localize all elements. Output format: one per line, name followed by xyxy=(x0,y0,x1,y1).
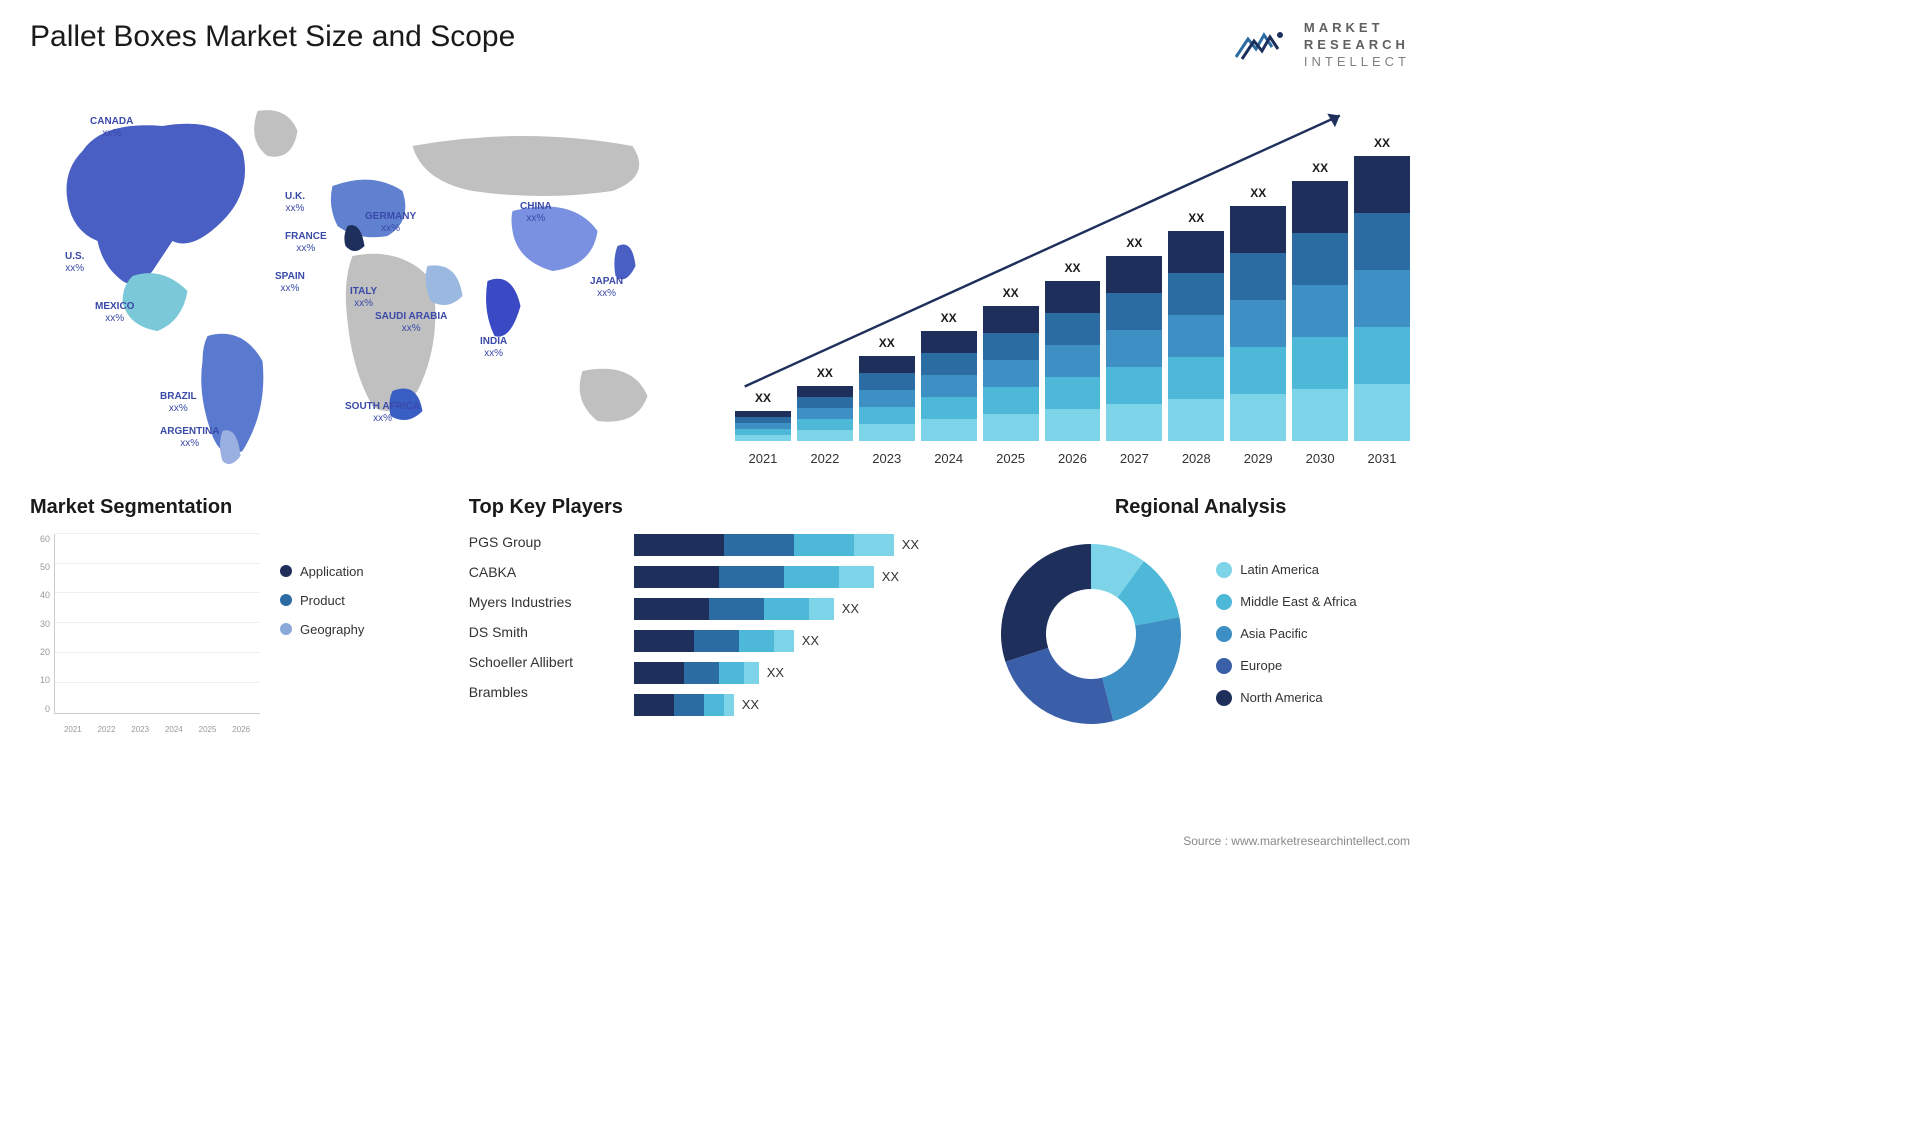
growth-bar-2021: XX xyxy=(735,411,791,441)
page-title: Pallet Boxes Market Size and Scope xyxy=(30,20,515,54)
map-label-u-k-: U.K.xx% xyxy=(285,191,305,215)
growth-xlabel: 2029 xyxy=(1230,451,1286,466)
seg-legend-item: Geography xyxy=(280,622,364,637)
segmentation-title: Market Segmentation xyxy=(30,496,449,519)
region-legend-item: Middle East & Africa xyxy=(1216,594,1356,610)
player-name: Schoeller Allibert xyxy=(469,654,619,670)
segmentation-chart: 0102030405060 202120222023202420252026 xyxy=(30,534,260,734)
donut-slice-north-america xyxy=(1001,544,1091,662)
map-label-italy: ITALYxx% xyxy=(350,286,377,310)
growth-bar-2031: XX xyxy=(1354,156,1410,441)
growth-xlabel: 2026 xyxy=(1045,451,1101,466)
growth-xlabel: 2021 xyxy=(735,451,791,466)
growth-xlabel: 2024 xyxy=(921,451,977,466)
map-label-mexico: MEXICOxx% xyxy=(95,301,134,325)
region-legend-item: Latin America xyxy=(1216,562,1356,578)
growth-bar-2027: XX xyxy=(1106,256,1162,441)
growth-bar-2029: XX xyxy=(1230,206,1286,441)
top-row: CANADAxx% U.S.xx% MEXICOxx% BRAZILxx% ARGENT… xyxy=(30,91,1410,471)
regional-title: Regional Analysis xyxy=(991,496,1410,519)
growth-bar-2026: XX xyxy=(1045,281,1101,441)
logo: MARKET RESEARCH INTELLECT xyxy=(1234,20,1410,71)
map-label-germany: GERMANYxx% xyxy=(365,211,416,235)
growth-xlabel: 2031 xyxy=(1354,451,1410,466)
map-label-france: FRANCExx% xyxy=(285,231,327,255)
seg-legend-item: Application xyxy=(280,564,364,579)
map-label-u-s-: U.S.xx% xyxy=(65,251,84,275)
segmentation-section: Market Segmentation 0102030405060 202120… xyxy=(30,496,449,734)
player-name: DS Smith xyxy=(469,624,619,640)
player-name: Myers Industries xyxy=(469,594,619,610)
regional-legend: Latin America Middle East & Africa Asia Pa… xyxy=(1216,562,1356,706)
header: Pallet Boxes Market Size and Scope MARKE… xyxy=(30,20,1410,71)
map-label-brazil: BRAZILxx% xyxy=(160,391,197,415)
growth-xlabel: 2025 xyxy=(983,451,1039,466)
growth-xlabel: 2023 xyxy=(859,451,915,466)
map-label-spain: SPAINxx% xyxy=(275,271,305,295)
growth-bar-2023: XX xyxy=(859,356,915,441)
player-bar-row: XX xyxy=(634,662,972,684)
growth-chart: XXXXXXXXXXXXXXXXXXXXXX 20212022202320242… xyxy=(735,91,1410,471)
donut-slice-asia-pacific xyxy=(1102,617,1181,721)
region-legend-item: Europe xyxy=(1216,658,1356,674)
player-bar-row: XX xyxy=(634,566,972,588)
growth-bar-2030: XX xyxy=(1292,181,1348,441)
players-bars: XX XX XX XX XX XX xyxy=(634,534,972,716)
players-section: Top Key Players PGS Group CABKA Myers Indu… xyxy=(469,496,972,734)
map-label-argentina: ARGENTINAxx% xyxy=(160,426,219,450)
player-bar-row: XX xyxy=(634,534,972,556)
region-legend-item: Asia Pacific xyxy=(1216,626,1356,642)
players-names: PGS Group CABKA Myers Industries DS Smith Sc… xyxy=(469,534,619,716)
map-label-japan: JAPANxx% xyxy=(590,276,623,300)
source-text: Source : www.marketresearchintellect.com xyxy=(1183,834,1410,848)
regional-section: Regional Analysis Latin America Middle Ea… xyxy=(991,496,1410,734)
growth-xlabel: 2027 xyxy=(1106,451,1162,466)
player-bar-row: XX xyxy=(634,598,972,620)
player-bar-row: XX xyxy=(634,694,972,716)
bottom-row: Market Segmentation 0102030405060 202120… xyxy=(30,496,1410,734)
player-name: Brambles xyxy=(469,684,619,700)
growth-bar-2022: XX xyxy=(797,386,853,441)
donut-slice-europe xyxy=(1006,648,1114,724)
player-bar-row: XX xyxy=(634,630,972,652)
map-label-india: INDIAxx% xyxy=(480,336,507,360)
world-map: CANADAxx% U.S.xx% MEXICOxx% BRAZILxx% ARGENT… xyxy=(30,91,705,471)
players-title: Top Key Players xyxy=(469,496,972,519)
logo-text: MARKET RESEARCH INTELLECT xyxy=(1304,20,1410,71)
region-legend-item: North America xyxy=(1216,690,1356,706)
growth-bar-2025: XX xyxy=(983,306,1039,441)
player-name: PGS Group xyxy=(469,534,619,550)
growth-xlabel: 2028 xyxy=(1168,451,1224,466)
map-label-saudi-arabia: SAUDI ARABIAxx% xyxy=(375,311,447,335)
map-label-canada: CANADAxx% xyxy=(90,116,133,140)
map-label-china: CHINAxx% xyxy=(520,201,552,225)
player-name: CABKA xyxy=(469,564,619,580)
growth-bar-2024: XX xyxy=(921,331,977,441)
seg-legend-item: Product xyxy=(280,593,364,608)
map-label-south-africa: SOUTH AFRICAxx% xyxy=(345,401,420,425)
growth-bar-2028: XX xyxy=(1168,231,1224,441)
growth-xlabel: 2030 xyxy=(1292,451,1348,466)
segmentation-legend: Application Product Geography xyxy=(280,534,364,734)
logo-icon xyxy=(1234,25,1294,65)
regional-donut xyxy=(991,534,1191,734)
growth-xlabel: 2022 xyxy=(797,451,853,466)
